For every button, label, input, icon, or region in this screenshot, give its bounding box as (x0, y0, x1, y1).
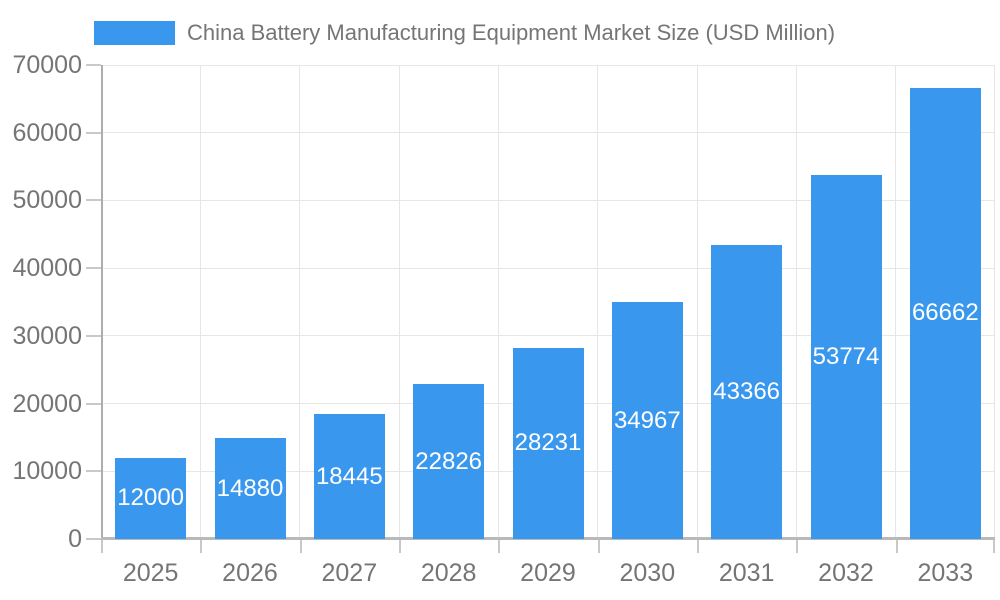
plot-area: 0 10000 20000 30000 40000 50000 60000 70000 1200… (12, 51, 995, 587)
x-axis-tick-label: 2029 (520, 559, 576, 587)
y-axis-tick (86, 131, 101, 134)
x-axis-tick-label: 2031 (718, 559, 775, 587)
bar-value-label: 22826 (415, 447, 483, 475)
bar-2029: 28231 (512, 347, 584, 539)
x-axis-tick-label: 2028 (420, 559, 477, 587)
gridline-vertical (696, 65, 698, 539)
gridline-vertical (497, 65, 499, 539)
x-axis-tick-label: 2027 (321, 559, 378, 587)
y-axis-tick-label: 60000 (12, 118, 82, 147)
bar-2032: 53774 (810, 174, 882, 539)
x-axis-tick (200, 540, 203, 553)
bar-2031: 43366 (711, 245, 783, 539)
bar-value-label: 18445 (315, 462, 383, 490)
bar-value-label: 53774 (812, 342, 880, 370)
bar-value-label: 66662 (911, 299, 979, 327)
bar-2025: 12000 (115, 457, 187, 539)
y-axis-tick (86, 402, 101, 405)
gridline-horizontal (101, 132, 995, 134)
bar-2030: 34967 (611, 302, 683, 539)
gridline-vertical (895, 65, 897, 539)
x-axis-tick (498, 540, 501, 553)
bar-value-label: 14880 (216, 474, 284, 502)
gridline-vertical (299, 65, 301, 539)
x-axis-tick (399, 540, 401, 553)
bar-value-label: 43366 (713, 378, 781, 406)
x-axis-tick-label: 2025 (122, 559, 179, 587)
legend-swatch (94, 21, 175, 45)
y-axis-tick-label: 30000 (12, 321, 82, 350)
gridline-horizontal (101, 267, 995, 269)
y-axis-tick (86, 199, 101, 202)
gridline-vertical (398, 65, 400, 539)
gridline-horizontal (101, 64, 995, 66)
y-axis-tick-label: 10000 (12, 457, 82, 486)
x-axis-tick (895, 540, 898, 553)
bar-value-label: 28231 (514, 429, 582, 457)
y-axis-tick-label: 50000 (12, 186, 82, 215)
gridline-vertical (795, 65, 797, 539)
bar-2033: 66662 (909, 87, 981, 539)
x-axis-tick (101, 540, 103, 553)
x-axis-tick (796, 540, 799, 553)
y-axis-line (101, 65, 103, 539)
bar-2027: 18445 (313, 414, 385, 539)
y-axis-tick (86, 538, 101, 540)
y-axis-tick (86, 267, 101, 270)
x-axis-tick (697, 540, 699, 553)
gridline-vertical (597, 65, 599, 539)
x-axis-tick (993, 540, 995, 553)
y-axis-tick-label: 40000 (12, 254, 82, 283)
x-axis-tick-label: 2033 (917, 559, 974, 587)
gridline-horizontal (101, 199, 995, 201)
x-axis-tick-label: 2026 (222, 559, 278, 587)
bar-value-label: 34967 (613, 406, 681, 434)
gridline-vertical (199, 65, 201, 539)
chart-title: China Battery Manufacturing Equipment Ma… (187, 20, 836, 45)
x-axis-tick-label: 2030 (619, 559, 676, 587)
bar-2028: 22826 (413, 384, 485, 539)
gridline-vertical (993, 65, 995, 539)
y-axis-tick (86, 334, 101, 337)
y-axis-tick-label: 70000 (12, 51, 82, 79)
gridline-horizontal (101, 335, 995, 337)
x-axis-tick-label: 2032 (818, 559, 874, 587)
chart-legend: China Battery Manufacturing Equipment Ma… (94, 20, 835, 46)
bar-value-label: 12000 (117, 484, 185, 512)
y-axis-tick-label: 20000 (12, 389, 82, 418)
y-axis-tick (86, 470, 101, 473)
bar-2026: 14880 (214, 438, 286, 539)
y-axis-tick (86, 64, 101, 66)
x-axis-tick (597, 540, 600, 553)
y-axis-tick-label: 0 (68, 525, 82, 553)
x-axis-tick (299, 540, 302, 553)
